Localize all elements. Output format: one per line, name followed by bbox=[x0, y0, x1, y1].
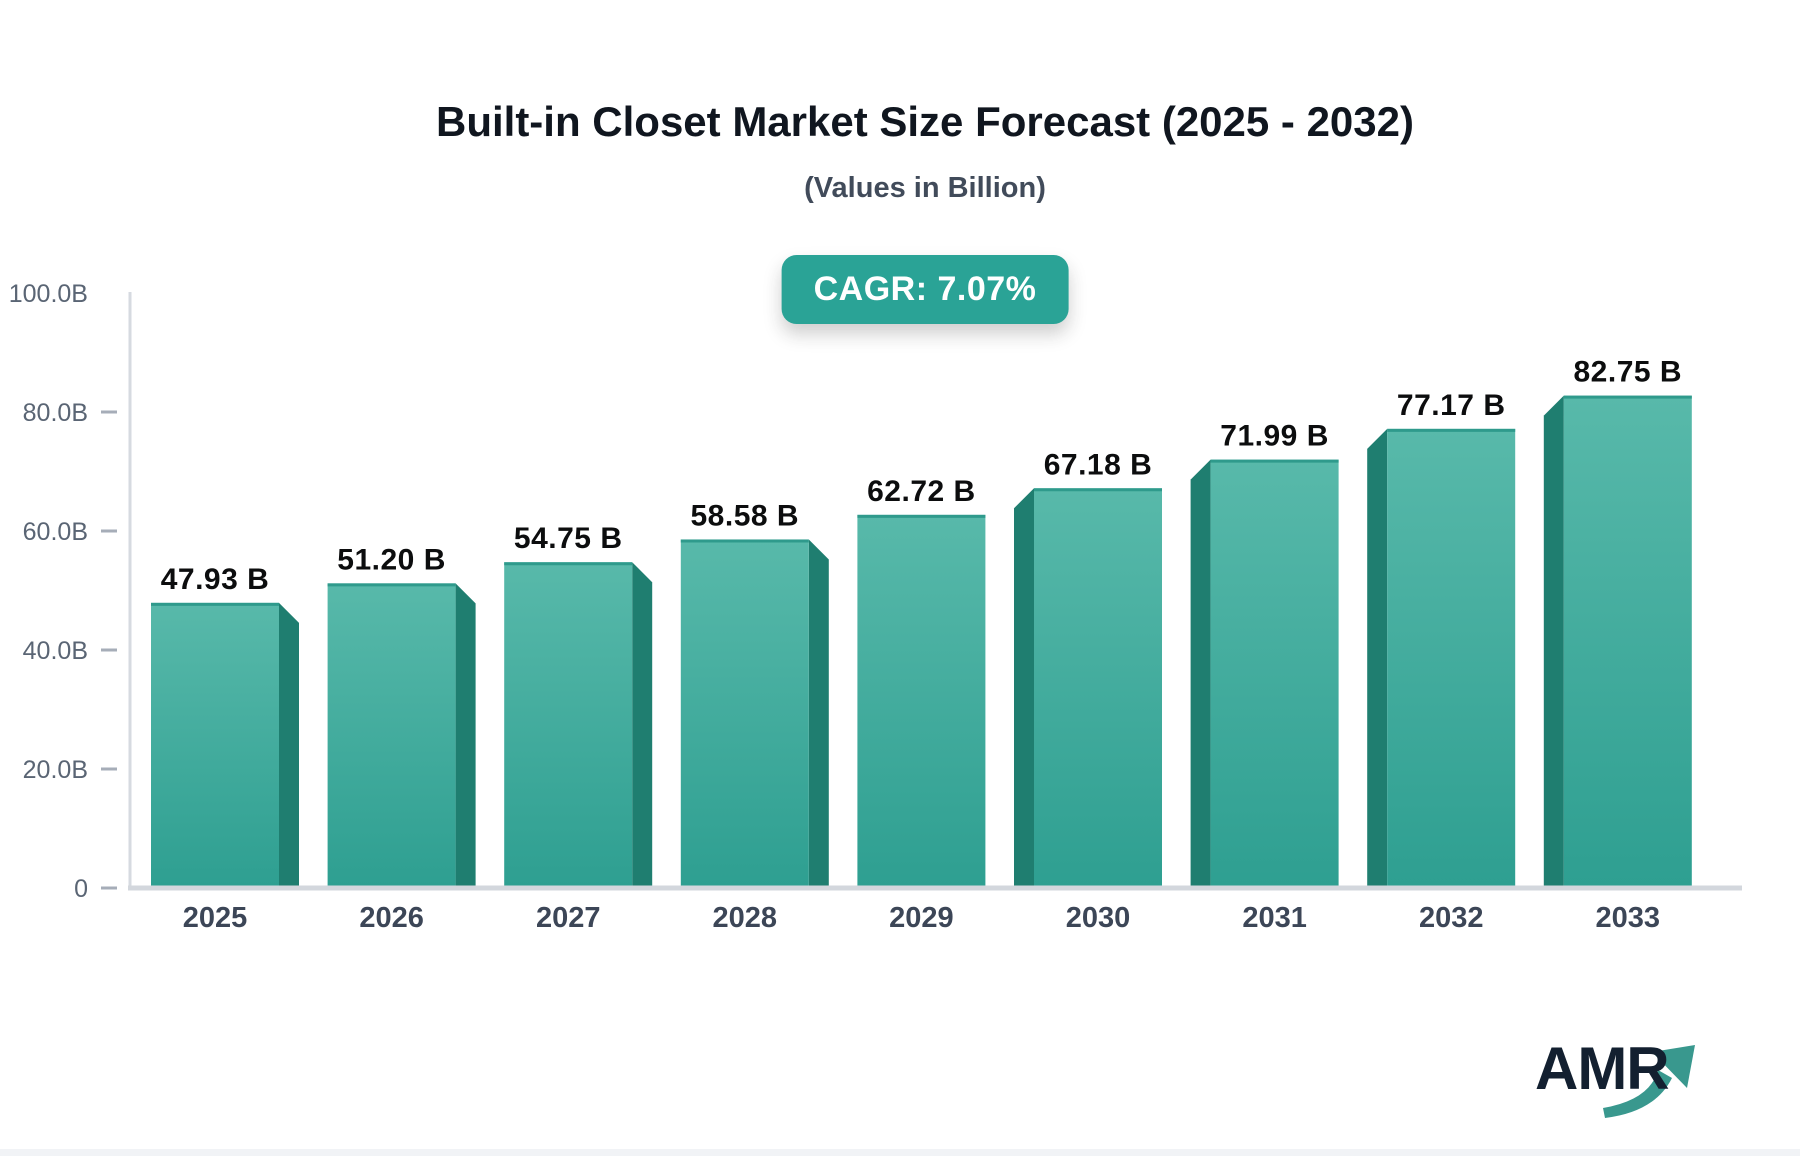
bar-side-2030 bbox=[1014, 488, 1034, 886]
bar-side-2025 bbox=[279, 602, 299, 886]
cagr-badge-label: CAGR: 7.07% bbox=[813, 270, 1037, 308]
bar-value-2032: 77.17 B bbox=[1397, 389, 1506, 422]
bar-value-2028: 58.58 B bbox=[691, 499, 800, 532]
x-tick-2031: 2031 bbox=[1242, 902, 1307, 934]
x-tick-2025: 2025 bbox=[183, 902, 248, 934]
bar-value-2033: 82.75 B bbox=[1574, 356, 1683, 389]
x-tick-2026: 2026 bbox=[359, 902, 424, 934]
x-tick-2032: 2032 bbox=[1419, 902, 1484, 934]
y-tick-label-80.0B: 80.0B bbox=[23, 399, 88, 427]
y-tick-label-0: 0 bbox=[74, 875, 88, 903]
bar-2033 bbox=[1563, 395, 1692, 887]
x-tick-2033: 2033 bbox=[1596, 902, 1661, 934]
bar-2031 bbox=[1210, 459, 1339, 887]
bar-2026 bbox=[327, 583, 456, 887]
bar-side-2028 bbox=[808, 539, 829, 886]
bar-value-2025: 47.93 B bbox=[161, 563, 270, 596]
bar-2032 bbox=[1387, 428, 1516, 887]
bar-side-2027 bbox=[632, 562, 653, 886]
bar-2030 bbox=[1034, 488, 1162, 887]
bar-2028 bbox=[680, 539, 809, 887]
x-tick-2027: 2027 bbox=[536, 902, 601, 934]
bar-2025 bbox=[151, 602, 279, 887]
bar-2027 bbox=[504, 562, 633, 887]
y-tick-label-40.0B: 40.0B bbox=[23, 637, 88, 665]
bar-value-2030: 67.18 B bbox=[1044, 448, 1153, 481]
bar-value-2026: 51.20 B bbox=[337, 543, 446, 576]
cagr-badge: CAGR: 7.07% bbox=[781, 255, 1069, 324]
y-tick-label-60.0B: 60.0B bbox=[23, 518, 88, 546]
bar-side-2031 bbox=[1190, 459, 1211, 886]
bar-side-2033 bbox=[1543, 395, 1564, 886]
bar-value-2031: 71.99 B bbox=[1220, 420, 1329, 453]
chart-subtitle: (Values in Billion) bbox=[804, 172, 1046, 204]
bottom-strip bbox=[0, 1149, 1800, 1156]
bar-value-2027: 54.75 B bbox=[514, 522, 623, 555]
y-tick-label-100.0B: 100.0B bbox=[9, 280, 88, 308]
bar-side-2026 bbox=[455, 583, 476, 886]
growth-arrow-icon bbox=[1603, 1045, 1695, 1118]
amr-logo: AMR bbox=[1535, 1030, 1720, 1135]
chart-title: Built-in Closet Market Size Forecast (20… bbox=[436, 98, 1414, 145]
y-tick-label-20.0B: 20.0B bbox=[23, 756, 88, 784]
x-tick-2028: 2028 bbox=[713, 902, 778, 934]
bar-2029 bbox=[857, 514, 986, 887]
amr-logo-text: AMR bbox=[1535, 1035, 1670, 1102]
x-tick-2029: 2029 bbox=[889, 902, 954, 934]
bar-side-2032 bbox=[1367, 428, 1388, 886]
bar-value-2029: 62.72 B bbox=[867, 475, 976, 508]
x-tick-2030: 2030 bbox=[1066, 902, 1131, 934]
